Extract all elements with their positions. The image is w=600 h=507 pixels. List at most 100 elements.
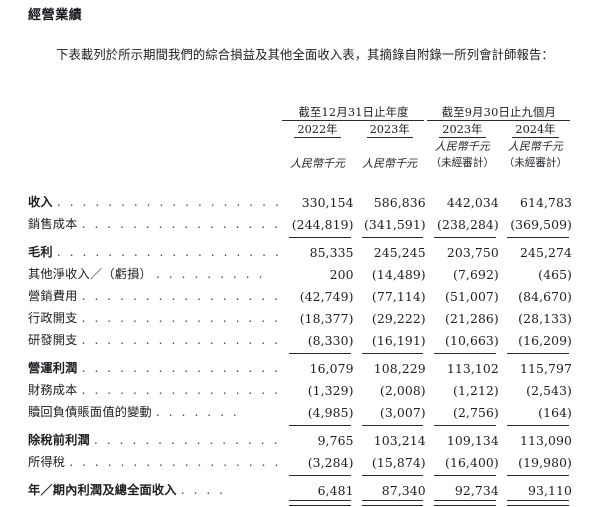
- row-value: 103,214: [373, 433, 426, 448]
- dot-leader: . . . . . . . . .: [155, 267, 265, 281]
- row-label: 毛利 . . . . . . . . . . . . . . . . . .: [28, 238, 281, 260]
- row-label-text: 所得稅: [28, 455, 66, 469]
- unit-header-2: 人民幣千元: [354, 138, 426, 172]
- row-value: (16,209): [518, 333, 572, 348]
- table-row: 營銷費用 . . . . . . . . . . . . . . . . (42,…: [28, 282, 572, 304]
- row-label-text: 年／期內利潤及總全面收入: [28, 483, 177, 497]
- row-value: (10,663): [445, 333, 499, 348]
- row-label-text: 毛利: [28, 245, 53, 259]
- row-value: (18,377): [299, 311, 354, 326]
- row-value: (28,133): [518, 311, 572, 326]
- table-row: 年／期內利潤及總全面收入 . . . . 6,481 87,340 92,734 93,…: [28, 476, 572, 498]
- year-header-2022: 2022年: [297, 123, 338, 136]
- dot-leader: . . . . . . .: [155, 405, 240, 419]
- row-label: 研發開支 . . . . . . . . . . . . . . . .: [28, 326, 281, 348]
- row-value: (7,692): [453, 267, 499, 282]
- row-value: (1,329): [307, 383, 354, 398]
- row-label: 營運利潤 . . . . . . . . . . . . . . . .: [28, 354, 281, 376]
- unaudited-note-4: （未經審計）: [503, 157, 568, 169]
- subtotal-rule: [354, 232, 426, 238]
- row-value: (244,819): [291, 217, 354, 232]
- subtotal-rule: [354, 470, 426, 476]
- total-double-rule: [499, 498, 572, 506]
- subtotal-rule-row: [28, 348, 572, 354]
- dot-leader: . . . . . . . . . . . . . . . . . .: [56, 245, 282, 259]
- row-label-text: 行政開支: [28, 311, 78, 325]
- table-row: 贖回負債賬面值的變動 . . . . . . . (4,985) (3,007) (2…: [28, 398, 572, 420]
- page-title: 經營業績: [28, 8, 83, 23]
- row-value: 245,274: [520, 245, 572, 260]
- row-value: (2,756): [453, 405, 499, 420]
- row-value: 85,335: [309, 245, 354, 260]
- row-value: (14,489): [371, 267, 426, 282]
- total-double-rule: [354, 498, 426, 506]
- row-value: (29,222): [371, 311, 426, 326]
- subtotal-rule: [281, 348, 353, 354]
- unit-label-2: 人民幣千元: [362, 157, 418, 170]
- row-value: 113,102: [446, 361, 499, 376]
- row-value: 203,750: [446, 245, 499, 260]
- row-label: 所得稅 . . . . . . . . . . . . . . . . .: [28, 448, 281, 470]
- dot-leader: . . . . . . . . . . . . . . . . .: [69, 455, 281, 469]
- group-rule-annual: [281, 120, 425, 121]
- row-value: 16,079: [309, 361, 354, 376]
- row-label-text: 收入: [28, 195, 53, 209]
- table-row: 銷售成本 . . . . . . . . . . . . . . . . (244…: [28, 210, 572, 232]
- row-value: (16,400): [445, 455, 499, 470]
- unit-label-3: 人民幣千元: [434, 140, 490, 153]
- subtotal-rule: [426, 470, 499, 476]
- subtotal-rule: [499, 348, 572, 354]
- row-value: (3,284): [307, 455, 354, 470]
- row-value: 113,090: [520, 433, 572, 448]
- row-value: (1,212): [453, 383, 499, 398]
- unit-header-4: 人民幣千元 （未經審計）: [499, 138, 572, 172]
- dot-leader: . . . . . . . . . . . . . . . .: [81, 383, 281, 397]
- unit-label-1: 人民幣千元: [289, 157, 345, 170]
- subtotal-rule-row: [28, 232, 572, 238]
- row-label-text: 除稅前利潤: [28, 433, 90, 447]
- group-rule-nine-month: [426, 120, 572, 121]
- subtotal-rule: [281, 420, 353, 426]
- row-label-text: 營運利潤: [28, 361, 78, 375]
- year-header-2023-interim: 2023年: [442, 123, 483, 136]
- dot-leader: . . . . . . . . . . . . . . . . . .: [56, 195, 282, 209]
- table-row: 收入 . . . . . . . . . . . . . . . . . . 33…: [28, 188, 572, 210]
- row-value: 200: [329, 267, 354, 282]
- unit-label-4: 人民幣千元: [507, 140, 563, 153]
- row-label: 贖回負債賬面值的變動 . . . . . . .: [28, 398, 281, 420]
- subtotal-rule: [281, 470, 353, 476]
- row-value: 245,245: [373, 245, 426, 260]
- dot-leader: . . . . . . . . . . . . . . . .: [81, 217, 281, 231]
- row-label-text: 其他淨收入／（虧損）: [28, 267, 152, 281]
- year-header-2024-interim: 2024年: [515, 123, 556, 136]
- double-rule-spacer: [28, 498, 281, 506]
- dot-leader: . . . . . . . . . . . . . . .: [94, 433, 281, 447]
- row-value: (21,286): [445, 311, 499, 326]
- column-group-header-row: 截至12月31日止年度 截至9月30日止九個月: [28, 104, 572, 120]
- row-label-text: 研發開支: [28, 333, 78, 347]
- row-value: (369,509): [510, 217, 572, 232]
- row-value: (16,191): [371, 333, 426, 348]
- row-label: 收入 . . . . . . . . . . . . . . . . . .: [28, 188, 281, 210]
- intro-paragraph: 下表載列於所示期間我們的綜合損益及其他全面收入表，其摘錄自附錄一所列會計師報告：: [28, 44, 572, 67]
- row-value: (238,284): [437, 217, 499, 232]
- dot-leader: . . . . . . . . . . . . . . . .: [81, 289, 281, 303]
- unaudited-note-3: （未經審計）: [430, 157, 495, 169]
- subtotal-rule: [426, 232, 499, 238]
- row-value: (51,007): [445, 289, 499, 304]
- row-value: (42,749): [299, 289, 354, 304]
- row-value: (164): [538, 405, 572, 420]
- row-value: (2,008): [379, 383, 426, 398]
- row-label: 年／期內利潤及總全面收入 . . . .: [28, 476, 281, 498]
- income-statement-body: 收入 . . . . . . . . . . . . . . . . . . 33…: [28, 188, 572, 506]
- year-header-2023-annual: 2023年: [369, 123, 410, 136]
- table-row: 除稅前利潤 . . . . . . . . . . . . . . . 9,765…: [28, 426, 572, 448]
- year-header-spacer: [28, 121, 281, 137]
- row-label-text: 贖回負債賬面值的變動: [28, 405, 152, 419]
- total-double-rule: [426, 498, 499, 506]
- row-value: 93,110: [528, 483, 572, 498]
- row-value: (77,114): [371, 289, 426, 304]
- unit-header-spacer: [28, 138, 281, 172]
- header-body-spacer-row: [28, 172, 572, 188]
- table-row: 研發開支 . . . . . . . . . . . . . . . . (8,3…: [28, 326, 572, 348]
